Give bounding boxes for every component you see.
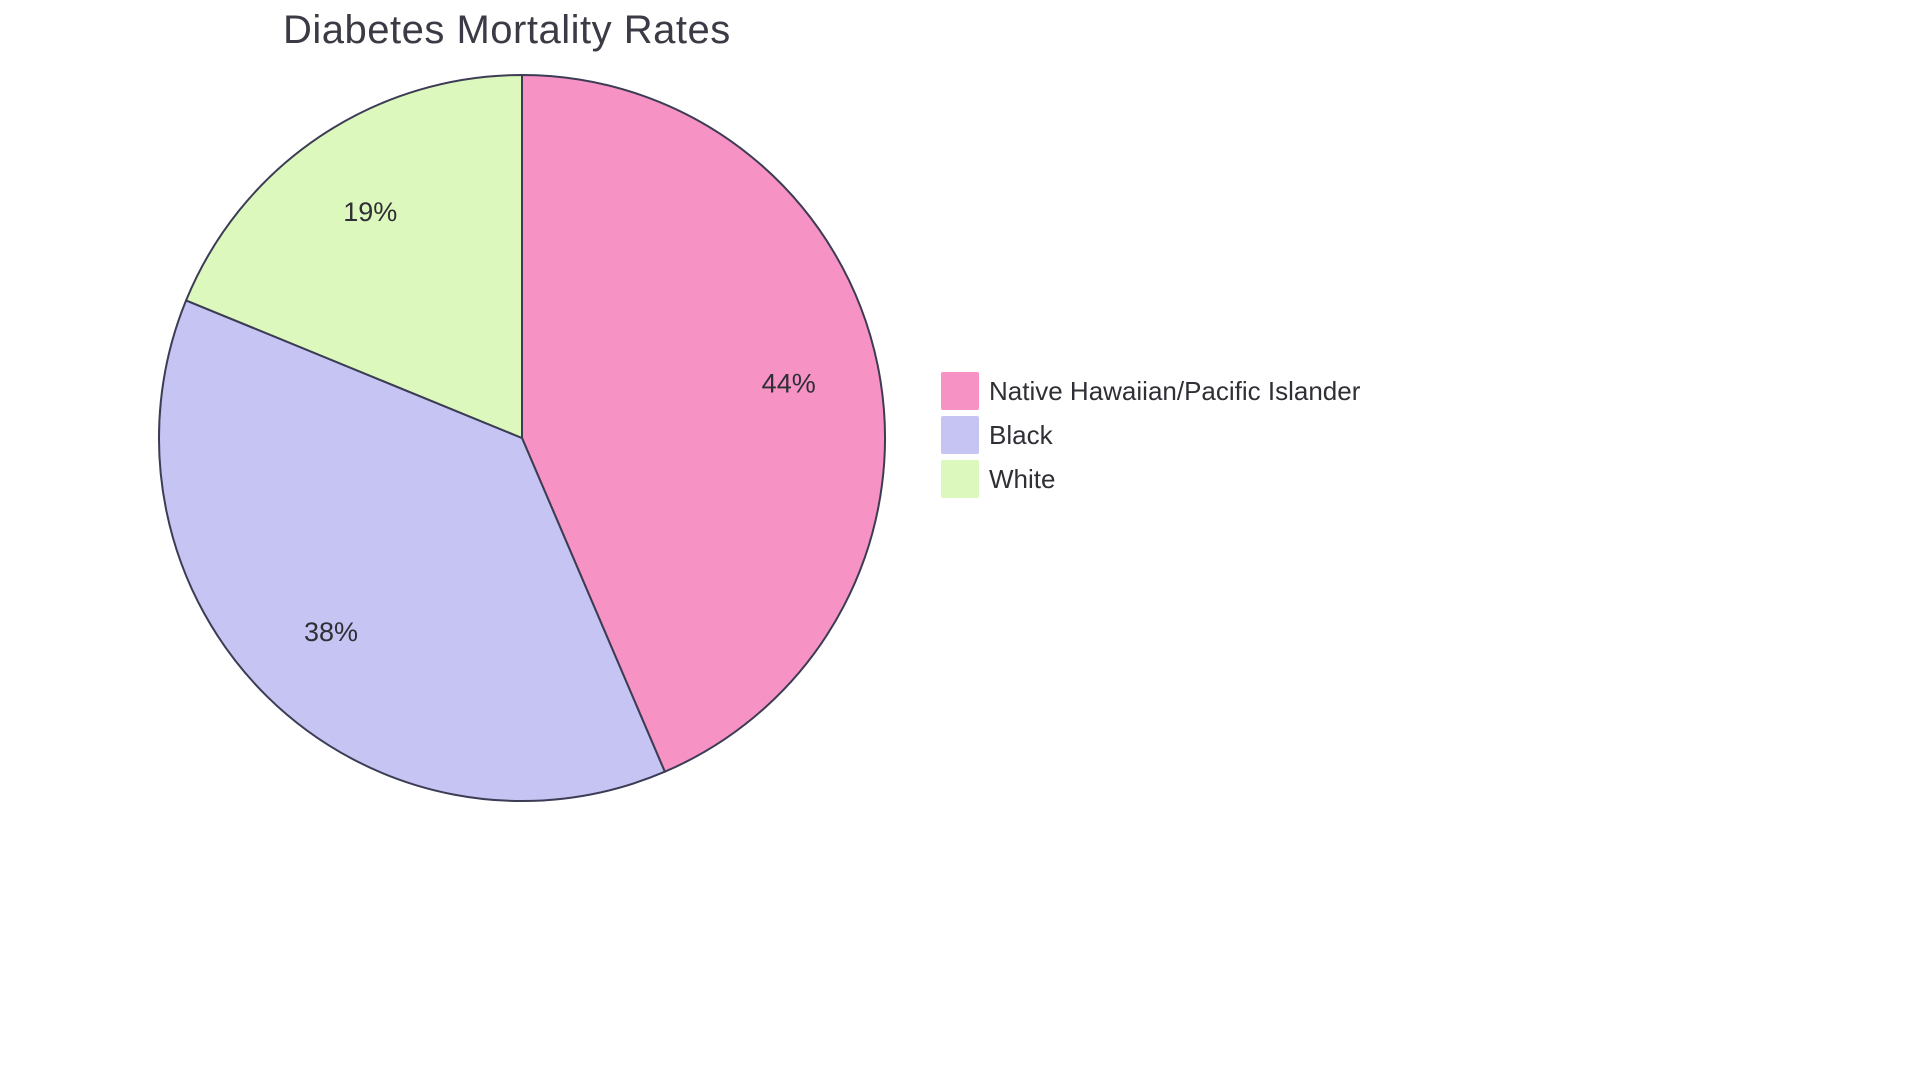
slice-label: 44%	[762, 368, 816, 398]
legend-item: Native Hawaiian/Pacific Islander	[941, 372, 1360, 410]
slice-label: 38%	[304, 617, 358, 647]
slice-label: 19%	[343, 197, 397, 227]
legend-label: Native Hawaiian/Pacific Islander	[989, 375, 1361, 406]
legend-swatch	[941, 416, 979, 454]
chart-title: Diabetes Mortality Rates	[283, 8, 731, 52]
legend: Native Hawaiian/Pacific Islander Black Whi…	[941, 372, 1360, 504]
legend-swatch	[941, 460, 979, 498]
legend-swatch	[941, 372, 979, 410]
legend-label: Black	[989, 419, 1053, 450]
legend-item: Black	[941, 416, 1360, 454]
legend-label: White	[989, 463, 1056, 494]
pie-slice	[157, 299, 666, 802]
pie-slice	[521, 74, 887, 773]
pie-slice	[185, 74, 523, 439]
legend-item: White	[941, 460, 1360, 498]
